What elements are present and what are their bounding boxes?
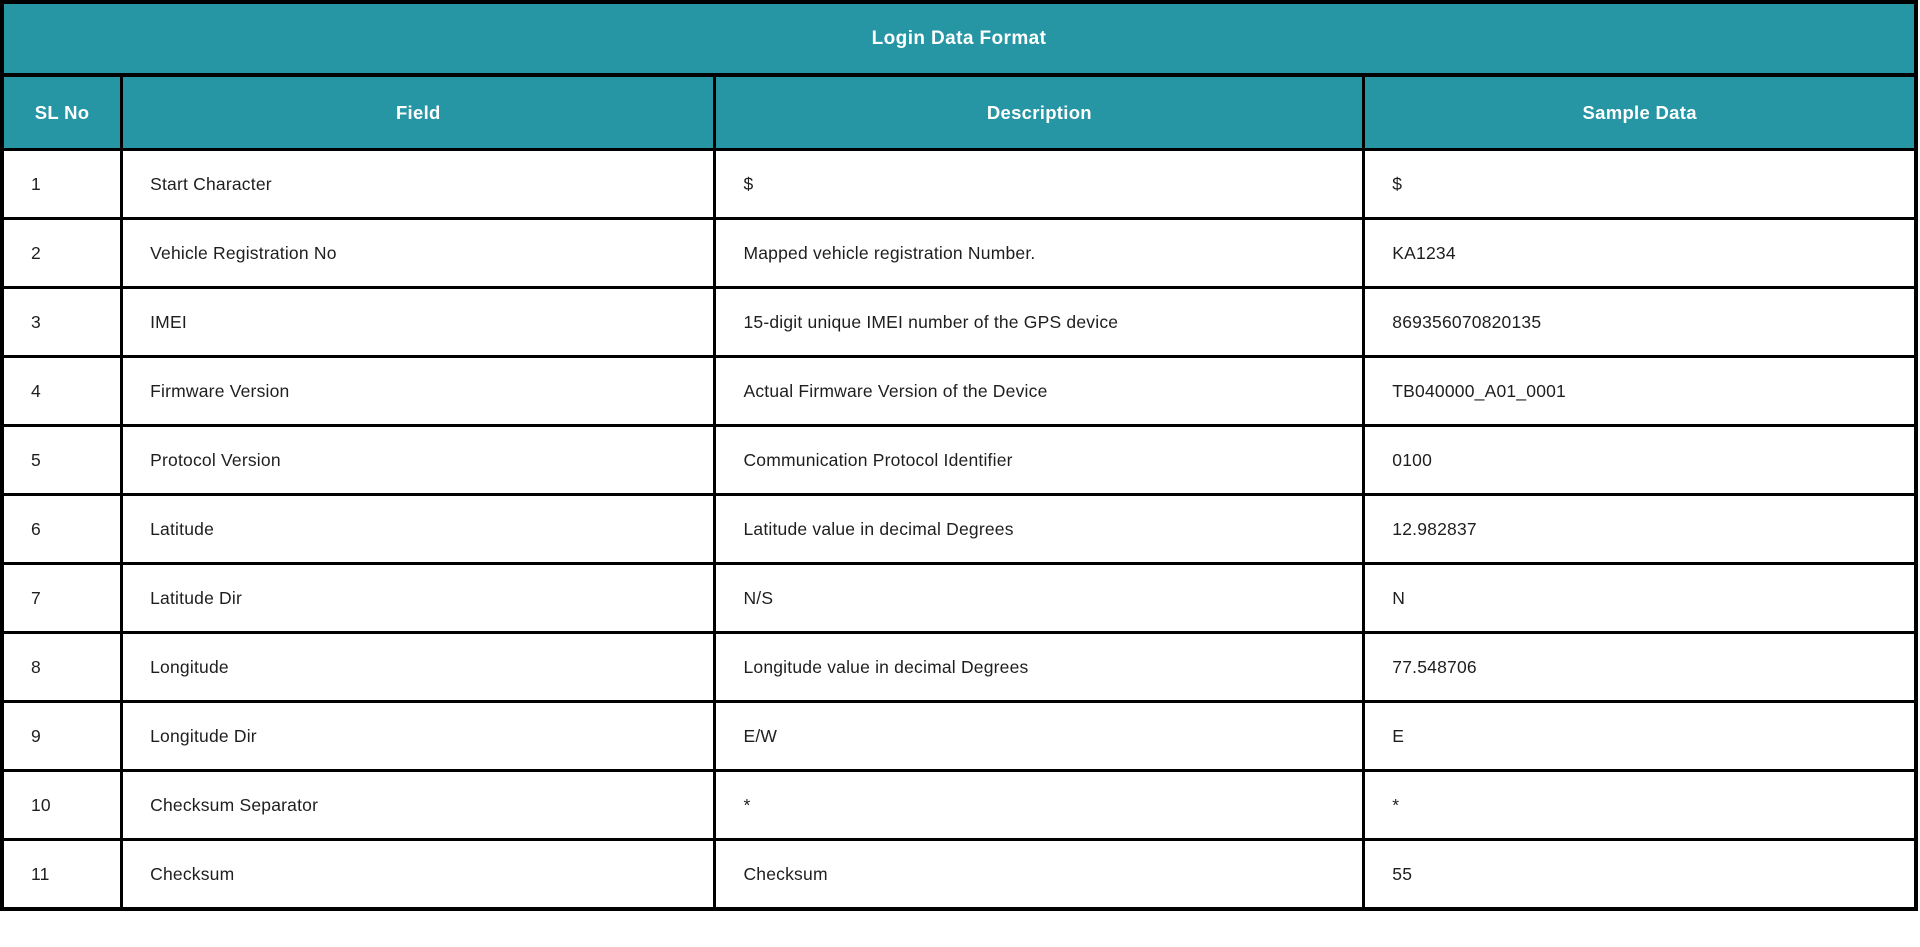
column-header-row: SL No Field Description Sample Data [0,73,1918,151]
table-row: 5 Protocol Version Communication Protoco… [0,424,1918,496]
login-data-format-table: Login Data Format SL No Field Descriptio… [0,0,1918,911]
cell-field: Vehicle Registration No [120,217,717,289]
table-row: 6 Latitude Latitude value in decimal Deg… [0,493,1918,565]
cell-field: Latitude Dir [120,562,717,634]
cell-sample-data: 869356070820135 [1362,286,1918,358]
cell-sl-no: 1 [0,148,124,220]
cell-description: E/W [713,700,1366,772]
title-row: Login Data Format [0,0,1918,77]
cell-sample-data: * [1362,769,1918,841]
table-row: 11 Checksum Checksum 55 [0,838,1918,911]
cell-sample-data: 77.548706 [1362,631,1918,703]
cell-sl-no: 3 [0,286,124,358]
table-row: 4 Firmware Version Actual Firmware Versi… [0,355,1918,427]
cell-sl-no: 9 [0,700,124,772]
cell-field: Checksum [120,838,717,911]
column-header-field: Field [120,73,717,151]
cell-sl-no: 11 [0,838,124,911]
table-body: 1 Start Character $ $ 2 Vehicle Registra… [0,148,1918,911]
table-title: Login Data Format [0,0,1918,77]
cell-sample-data: N [1362,562,1918,634]
cell-sl-no: 2 [0,217,124,289]
cell-sample-data: $ [1362,148,1918,220]
cell-sl-no: 5 [0,424,124,496]
cell-sample-data: TB040000_A01_0001 [1362,355,1918,427]
cell-description: Longitude value in decimal Degrees [713,631,1366,703]
cell-sl-no: 10 [0,769,124,841]
cell-field: Longitude Dir [120,700,717,772]
cell-description: Communication Protocol Identifier [713,424,1366,496]
table-row: 3 IMEI 15-digit unique IMEI number of th… [0,286,1918,358]
cell-description: N/S [713,562,1366,634]
cell-sample-data: 0100 [1362,424,1918,496]
cell-field: Latitude [120,493,717,565]
cell-sl-no: 7 [0,562,124,634]
cell-field: Firmware Version [120,355,717,427]
cell-description: Mapped vehicle registration Number. [713,217,1366,289]
cell-field: IMEI [120,286,717,358]
column-header-description: Description [713,73,1366,151]
table-row: 2 Vehicle Registration No Mapped vehicle… [0,217,1918,289]
cell-sl-no: 8 [0,631,124,703]
cell-description: Latitude value in decimal Degrees [713,493,1366,565]
cell-field: Protocol Version [120,424,717,496]
column-header-sl-no: SL No [0,73,124,151]
cell-description: Actual Firmware Version of the Device [713,355,1366,427]
cell-sl-no: 6 [0,493,124,565]
cell-description: $ [713,148,1366,220]
table-row: 10 Checksum Separator * * [0,769,1918,841]
cell-field: Start Character [120,148,717,220]
cell-sl-no: 4 [0,355,124,427]
cell-sample-data: 12.982837 [1362,493,1918,565]
table-head: Login Data Format SL No Field Descriptio… [0,0,1918,151]
cell-description: 15-digit unique IMEI number of the GPS d… [713,286,1366,358]
cell-sample-data: KA1234 [1362,217,1918,289]
cell-field: Checksum Separator [120,769,717,841]
cell-description: Checksum [713,838,1366,911]
cell-description: * [713,769,1366,841]
table-row: 8 Longitude Longitude value in decimal D… [0,631,1918,703]
table-row: 1 Start Character $ $ [0,148,1918,220]
table-row: 9 Longitude Dir E/W E [0,700,1918,772]
cell-sample-data: E [1362,700,1918,772]
column-header-sample-data: Sample Data [1362,73,1918,151]
cell-field: Longitude [120,631,717,703]
cell-sample-data: 55 [1362,838,1918,911]
table-row: 7 Latitude Dir N/S N [0,562,1918,634]
